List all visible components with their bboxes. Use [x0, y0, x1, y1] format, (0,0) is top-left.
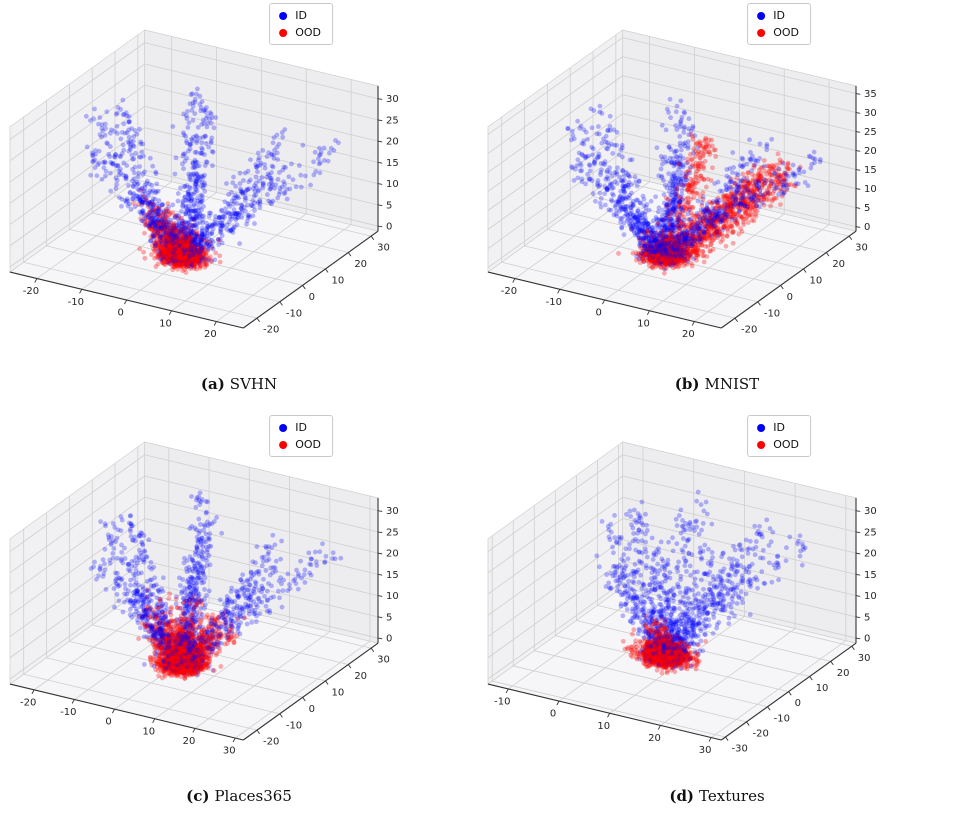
- scatter3d-canvas-textures: [478, 412, 956, 786]
- caption-index: (a): [200, 375, 225, 393]
- legend-marker-id-icon: [757, 423, 766, 432]
- legend-label-id: ID: [773, 421, 785, 434]
- scatter3d-canvas-svhn: [0, 0, 478, 374]
- legend-item-id: ID: [279, 421, 321, 434]
- legend-item-id: ID: [757, 421, 799, 434]
- caption-label: Textures: [699, 787, 765, 805]
- legend-label-id: ID: [773, 9, 785, 22]
- legend-label-id: ID: [295, 421, 307, 434]
- legend-item-ood: OOD: [757, 438, 799, 451]
- legend-label-id: ID: [295, 9, 307, 22]
- subplot-b-mnist: ID OOD (b) MNIST: [478, 0, 956, 412]
- subplot-c-places365: ID OOD (c) Places365: [0, 412, 478, 824]
- legend: ID OOD: [747, 3, 812, 46]
- legend-item-id: ID: [279, 9, 321, 22]
- subplot-a-svhn: ID OOD (a) SVHN: [0, 0, 478, 412]
- legend-label-ood: OOD: [295, 26, 322, 40]
- caption-c: (c) Places365: [186, 787, 292, 805]
- legend-item-ood: OOD: [279, 438, 321, 451]
- legend-marker-ood-icon: [279, 28, 288, 37]
- subplot-d-textures: ID OOD (d) Textures: [478, 412, 956, 824]
- legend: ID OOD: [269, 3, 334, 46]
- legend-marker-id-icon: [279, 423, 288, 432]
- legend-marker-ood-icon: [757, 440, 766, 449]
- caption-d: (d) Textures: [669, 787, 764, 805]
- legend-marker-id-icon: [757, 11, 766, 20]
- legend: ID OOD: [747, 415, 812, 458]
- scatter3d-canvas-places365: [0, 412, 478, 786]
- caption-label: MNIST: [704, 375, 760, 393]
- caption-index: (d): [669, 787, 695, 805]
- caption-a: (a) SVHN: [201, 375, 277, 393]
- legend-item-id: ID: [757, 9, 799, 22]
- caption-label: SVHN: [229, 375, 278, 393]
- legend-item-ood: OOD: [279, 26, 321, 39]
- legend-label-ood: OOD: [295, 438, 322, 452]
- scatter3d-canvas-mnist: [478, 0, 956, 374]
- legend-item-ood: OOD: [757, 26, 799, 39]
- caption-label: Places365: [214, 787, 292, 805]
- legend-marker-ood-icon: [757, 28, 766, 37]
- caption-b: (b) MNIST: [675, 375, 759, 393]
- legend-label-ood: OOD: [773, 26, 800, 40]
- legend-marker-id-icon: [279, 11, 288, 20]
- legend-marker-ood-icon: [279, 440, 288, 449]
- legend: ID OOD: [269, 415, 334, 458]
- legend-label-ood: OOD: [773, 438, 800, 452]
- caption-index: (c): [186, 787, 210, 805]
- caption-index: (b): [674, 375, 700, 393]
